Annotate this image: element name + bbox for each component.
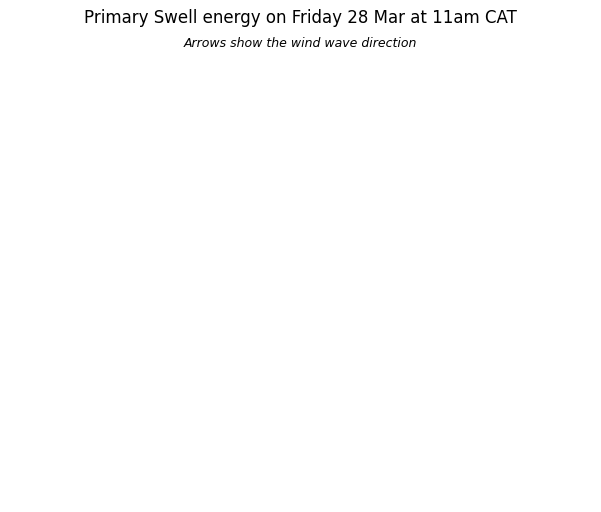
Text: Primary Swell energy on Friday 28 Mar at 11am CAT: Primary Swell energy on Friday 28 Mar at… (84, 9, 517, 27)
Text: Arrows show the wind wave direction: Arrows show the wind wave direction (184, 37, 417, 50)
Text: Cartopy not available: Cartopy not available (196, 272, 405, 291)
